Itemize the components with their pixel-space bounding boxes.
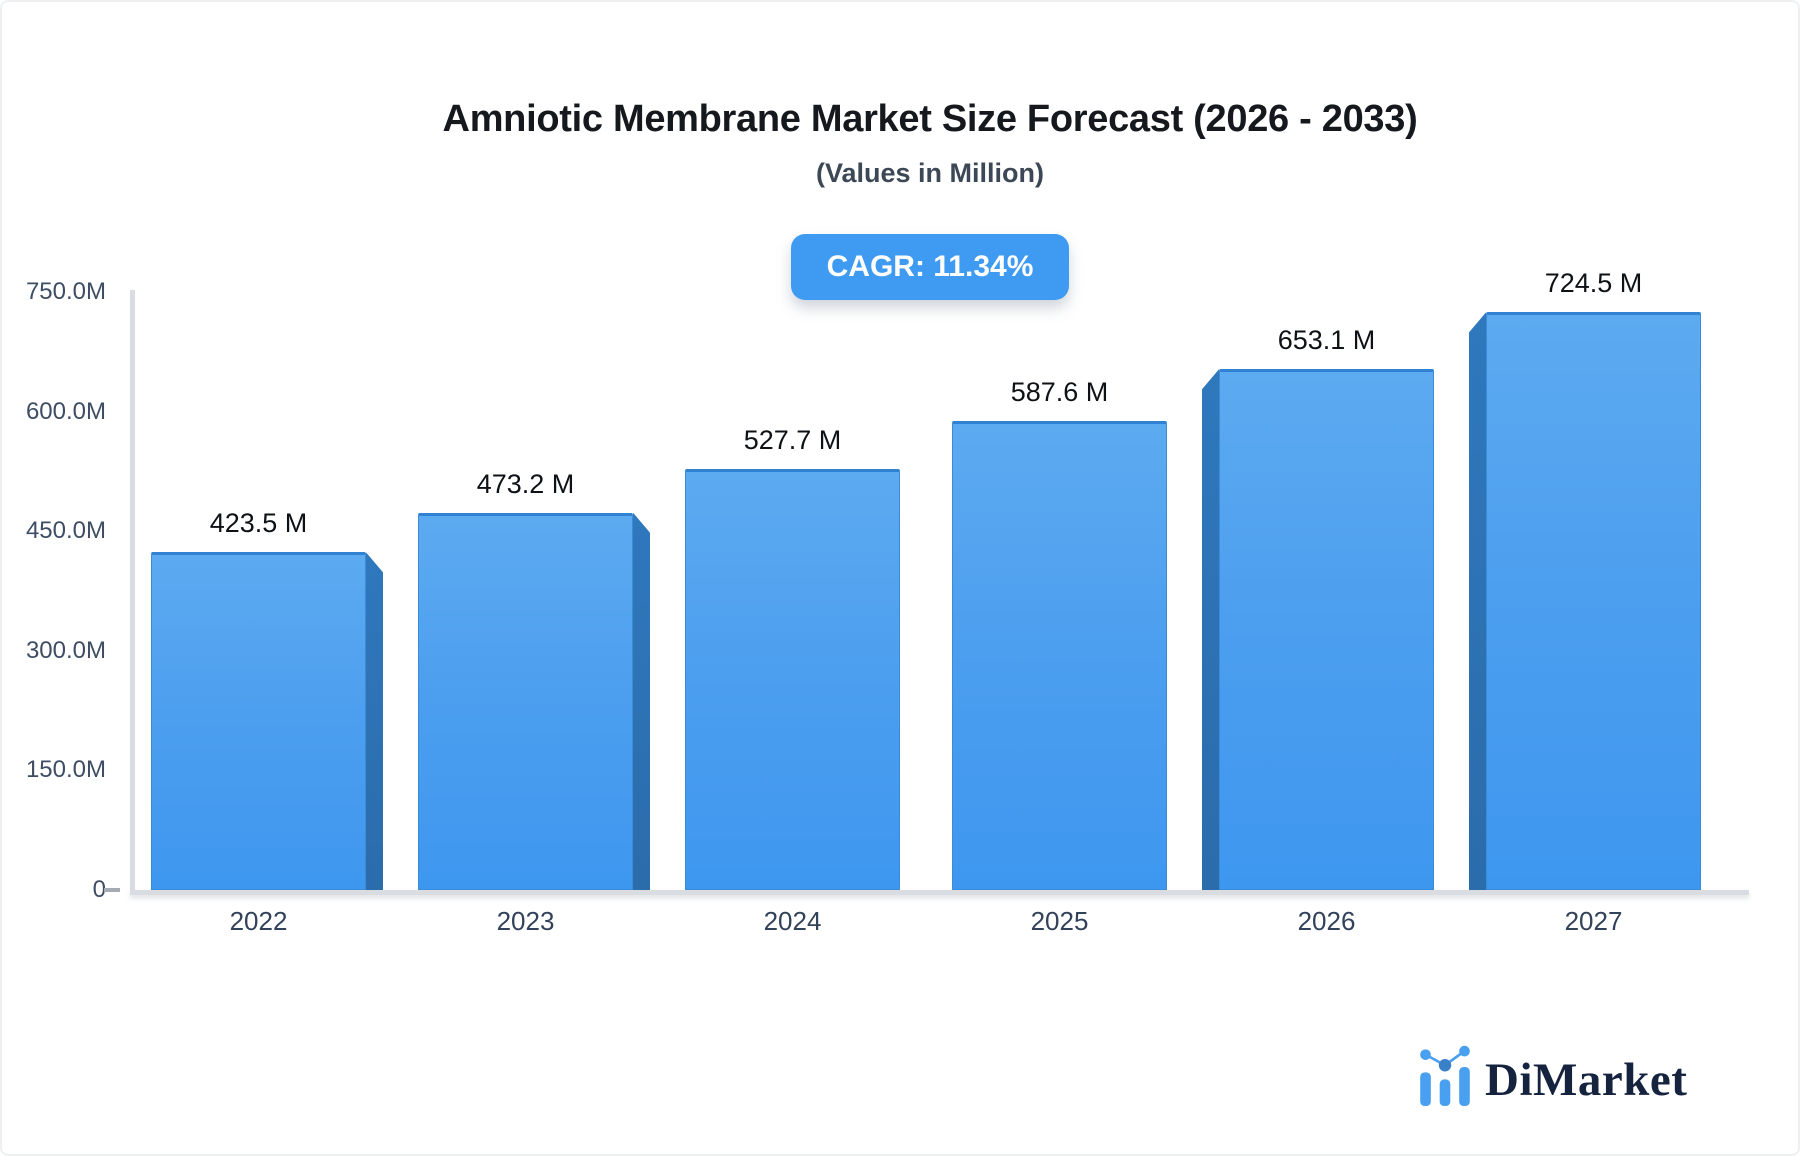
chart-subtitle: (Values in Million) bbox=[815, 158, 1045, 188]
y-axis-tick bbox=[104, 888, 120, 892]
bar-side-face bbox=[1469, 312, 1486, 890]
y-axis-label: 750.0M bbox=[25, 278, 106, 305]
y-axis-label: 0 bbox=[92, 876, 106, 903]
bar-side-face bbox=[366, 552, 383, 890]
x-axis-label: 2026 bbox=[1297, 906, 1356, 936]
dimarket-logo: DiMarket bbox=[1417, 1044, 1687, 1106]
y-axis-label: 450.0M bbox=[25, 517, 106, 545]
y-axis-line bbox=[130, 290, 135, 895]
x-axis-label: 2025 bbox=[1030, 906, 1089, 936]
x-axis-line bbox=[130, 890, 1749, 895]
bar[interactable] bbox=[1219, 369, 1434, 890]
chart-title: Amniotic Membrane Market Size Forecast (… bbox=[442, 98, 1418, 140]
bar[interactable] bbox=[418, 512, 633, 890]
bar-side-face bbox=[633, 512, 650, 890]
y-axis-label: 600.0M bbox=[25, 397, 106, 425]
bar-value-label: 473.2 M bbox=[476, 468, 575, 499]
bar[interactable] bbox=[1486, 312, 1701, 890]
bar-value-label: 724.5 M bbox=[1544, 268, 1643, 299]
cagr-badge: CAGR: 11.34% bbox=[790, 234, 1070, 300]
x-axis-label: 2022 bbox=[229, 906, 288, 936]
dimarket-logo-text: DiMarket bbox=[1485, 1054, 1688, 1106]
x-axis-label: 2023 bbox=[496, 906, 555, 936]
bar-side-face bbox=[1202, 369, 1219, 890]
y-axis-label: 300.0M bbox=[25, 636, 106, 664]
bar-value-label: 423.5 M bbox=[209, 508, 308, 539]
bar-line-chart-icon bbox=[1420, 1045, 1470, 1106]
bar[interactable] bbox=[952, 421, 1167, 890]
bar-value-label: 653.1 M bbox=[1277, 325, 1376, 356]
chart-header: Amniotic Membrane Market Size Forecast (… bbox=[58, 2, 1798, 300]
bar[interactable] bbox=[151, 552, 366, 890]
x-axis-label: 2024 bbox=[763, 906, 822, 936]
bar-value-label: 527.7 M bbox=[743, 425, 842, 456]
bar[interactable] bbox=[685, 469, 900, 890]
x-axis-label: 2027 bbox=[1564, 906, 1623, 936]
y-axis-label: 150.0M bbox=[25, 756, 106, 784]
bar-value-label: 587.6 M bbox=[1010, 377, 1109, 408]
